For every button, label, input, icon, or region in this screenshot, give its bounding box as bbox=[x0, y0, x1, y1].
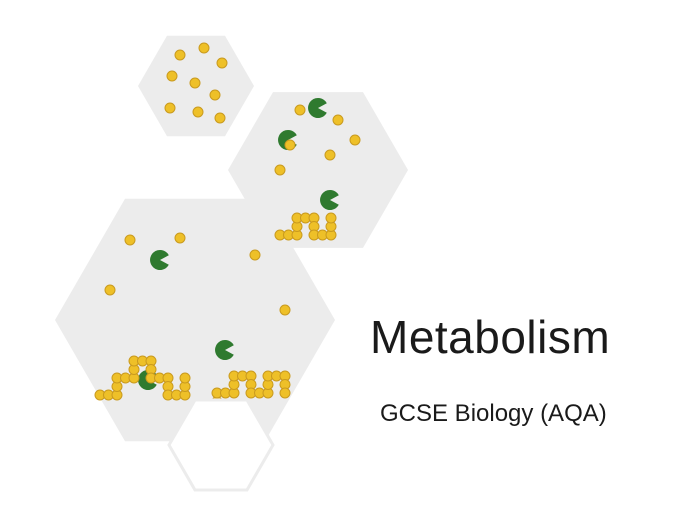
monomer-dot bbox=[125, 235, 135, 245]
polymer-chain-dot bbox=[326, 213, 336, 223]
monomer-dot bbox=[280, 305, 290, 315]
monomer-dot bbox=[350, 135, 360, 145]
monomer-dot bbox=[167, 71, 177, 81]
polymer-chain-dot bbox=[180, 373, 190, 383]
monomer-dot bbox=[215, 113, 225, 123]
polymer-chain-dot bbox=[280, 388, 290, 398]
monomer-dot bbox=[285, 140, 295, 150]
monomer-dot bbox=[325, 150, 335, 160]
slide: Metabolism GCSE Biology (AQA) bbox=[0, 0, 699, 524]
slide-title: Metabolism bbox=[370, 310, 610, 364]
slide-subtitle: GCSE Biology (AQA) bbox=[380, 400, 607, 428]
monomer-dot bbox=[210, 90, 220, 100]
monomer-dot bbox=[165, 103, 175, 113]
monomer-dot bbox=[199, 43, 209, 53]
monomer-dot bbox=[105, 285, 115, 295]
monomer-dot bbox=[295, 105, 305, 115]
diagram-svg bbox=[0, 0, 699, 524]
monomer-dot bbox=[275, 165, 285, 175]
monomer-dot bbox=[333, 115, 343, 125]
monomer-dot bbox=[190, 78, 200, 88]
monomer-dot bbox=[250, 250, 260, 260]
monomer-dot bbox=[175, 233, 185, 243]
monomer-dot bbox=[193, 107, 203, 117]
monomer-dot bbox=[175, 50, 185, 60]
monomer-dot bbox=[217, 58, 227, 68]
